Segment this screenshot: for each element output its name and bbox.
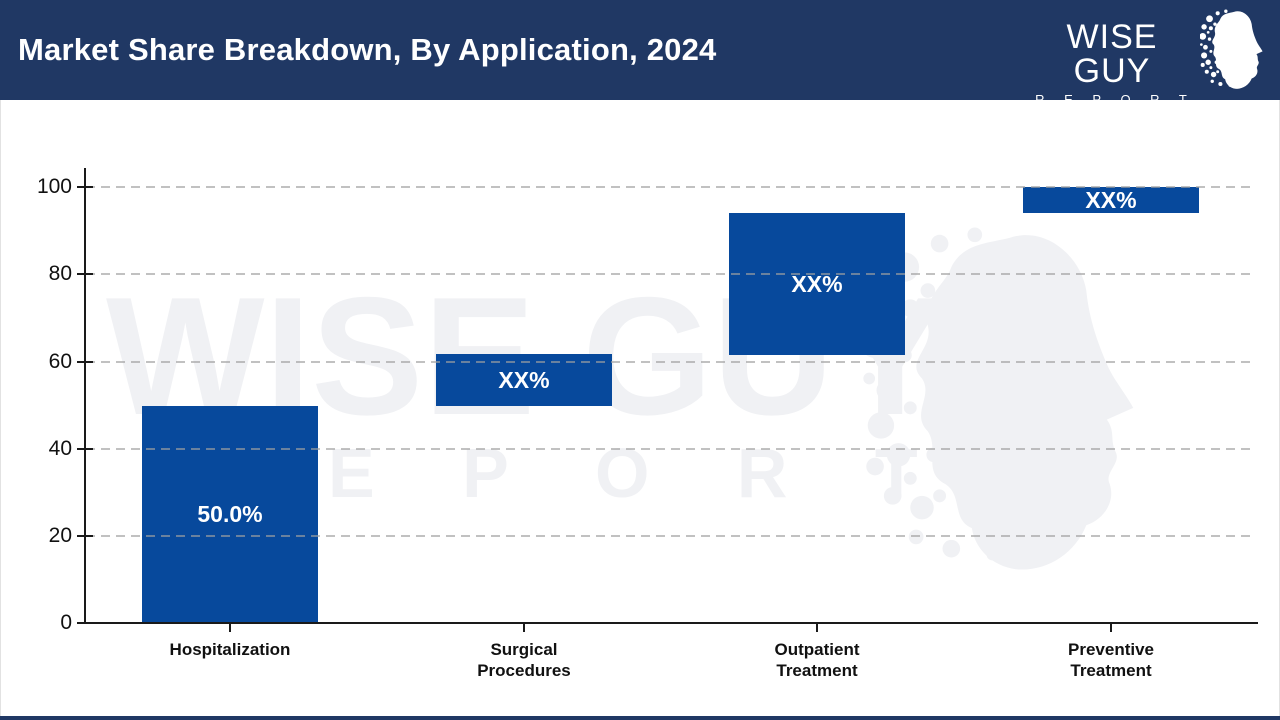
bar-value-label: 50.0%: [197, 501, 263, 527]
bar-value-label: XX%: [791, 271, 843, 297]
logo-head-icon: [1200, 9, 1263, 89]
header-bar: Market Share Breakdown, By Application, …: [0, 0, 1280, 119]
y-tick-label: 0: [60, 611, 72, 634]
wise-guy-reports-logo: WISE GUY R E P O R T S: [1028, 6, 1268, 119]
y-tick: [77, 186, 93, 188]
x-tick: [229, 622, 231, 632]
x-axis-line: [84, 622, 1258, 624]
x-category-label: Hospitalization: [169, 640, 291, 659]
gridline-20: [86, 535, 1256, 537]
logo-text: WISE GUY R E P O R T S: [1028, 20, 1196, 119]
bar-outpatient-treatment: [729, 213, 905, 355]
y-tick-label: 80: [48, 262, 72, 285]
x-tick: [1110, 622, 1112, 632]
y-tick-label: 40: [48, 437, 72, 460]
y-tick-label: 20: [48, 524, 72, 547]
gridline-40: [86, 448, 1256, 450]
x-category-label: Surgical Procedures: [477, 640, 571, 680]
watermark-head-icon: [862, 227, 1134, 570]
y-tick: [77, 361, 93, 363]
bar-preventive-treatment: [1023, 187, 1199, 213]
footer-accent-bar: [0, 716, 1280, 720]
y-tick: [77, 448, 93, 450]
bar-value-label: XX%: [498, 367, 550, 393]
y-tick-label: 60: [48, 350, 72, 373]
gridline-100: [86, 186, 1256, 188]
logo-wise-guy-text: WISE GUY: [1066, 18, 1158, 90]
bar-hospitalization: [142, 406, 318, 623]
y-tick: [77, 622, 93, 624]
y-axis-line: [84, 168, 86, 624]
y-tick: [77, 535, 93, 537]
logo-reports-text: R E P O R T S: [1035, 92, 1195, 120]
y-tick: [77, 273, 93, 275]
x-tick: [816, 622, 818, 632]
y-tick-label: 100: [36, 175, 72, 198]
gridline-80: [86, 273, 1256, 275]
x-category-label: Preventive Treatment: [1068, 640, 1154, 680]
gridline-60: [86, 361, 1256, 363]
chart-title: Market Share Breakdown, By Application, …: [18, 32, 717, 67]
x-tick: [523, 622, 525, 632]
x-category-label: Outpatient Treatment: [774, 640, 860, 680]
bar-value-label: XX%: [1085, 187, 1137, 213]
